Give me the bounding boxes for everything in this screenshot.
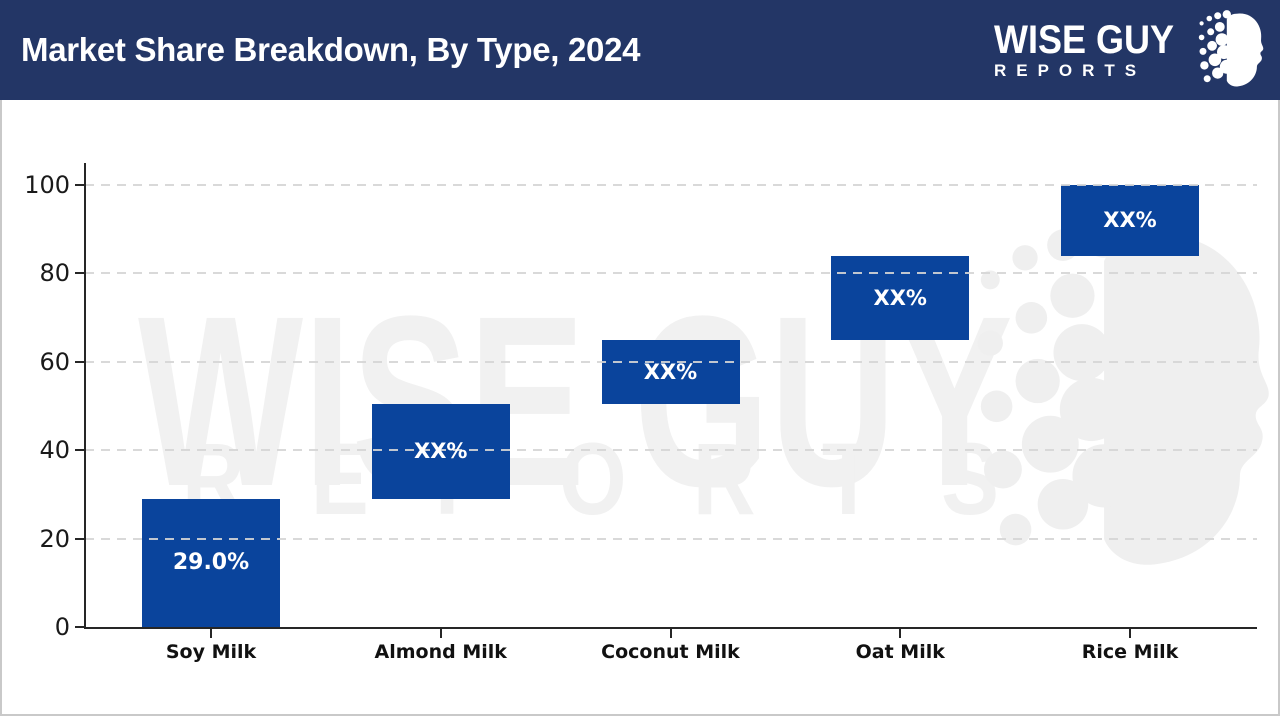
chart-title: Market Share Breakdown, By Type, 2024 — [21, 31, 641, 68]
x-axis-tick-coconut-milk — [669, 629, 672, 638]
x-axis-label-soy-milk: Soy Milk — [165, 641, 257, 663]
frame-line-left — [0, 100, 2, 716]
x-axis-tick-almond-milk — [439, 629, 442, 638]
x-axis-tick-soy-milk — [210, 629, 212, 638]
dotted-face-profile-icon — [1198, 10, 1264, 87]
header-bar: Market Share Breakdown, By Type, 2024 WI… — [0, 0, 1280, 100]
bar-label-almond-milk: XX% — [414, 439, 468, 464]
bar-oat-milk — [831, 255, 970, 340]
logo-text: WISE GUY REPORTS — [993, 17, 1194, 80]
logo-reports-text: REPORTS — [993, 60, 1147, 80]
x-axis-label-almond-milk: Almond Milk — [374, 641, 507, 663]
gridline-20 — [85, 537, 1257, 540]
frame-line-bottom — [0, 714, 1280, 716]
y-axis-tick-label: 0 — [54, 613, 70, 641]
gridline-40 — [85, 449, 1257, 452]
y-axis-tick-40 — [75, 449, 85, 452]
x-axis-tick-oat-milk — [899, 629, 902, 638]
gridline-100 — [85, 183, 1257, 186]
y-axis-tick-label: 60 — [39, 347, 70, 376]
x-axis-tick-rice-milk — [1129, 629, 1131, 638]
bar-label-oat-milk: XX% — [873, 285, 927, 310]
bar-label-coconut-milk: XX% — [643, 359, 698, 384]
x-axis-label-coconut-milk: Coconut Milk — [601, 641, 740, 663]
wise-guy-reports-logo: WISE GUY REPORTS — [994, 8, 1280, 92]
bar-soy-milk — [142, 498, 280, 627]
y-axis-tick-60 — [75, 360, 85, 363]
bar-label-soy-milk: 29.0% — [172, 550, 250, 576]
y-axis-tick-label: 80 — [39, 259, 70, 288]
gridline-80 — [85, 272, 1257, 275]
y-axis-tick-80 — [75, 272, 85, 275]
y-axis-tick-label: 20 — [39, 524, 70, 553]
bar-almond-milk — [371, 403, 510, 499]
y-axis-tick-label: 40 — [39, 436, 70, 465]
logo-wiseguy-text: WISE GUY — [993, 17, 1174, 62]
watermark-reports-text: REPORTS — [182, 422, 1066, 536]
gridline-60 — [85, 360, 1257, 363]
y-axis-tick-0 — [75, 626, 85, 628]
x-axis-label-oat-milk: Oat Milk — [855, 641, 945, 663]
watermark-face-icon — [977, 219, 1269, 565]
frame-line-right — [1278, 100, 1280, 716]
bar-label-rice-milk: XX% — [1103, 208, 1157, 233]
bar-rice-milk — [1061, 184, 1199, 256]
y-axis-tick-100 — [75, 183, 85, 186]
x-axis-spine — [84, 627, 1257, 629]
y-axis-tick-label: 100 — [24, 170, 70, 199]
bar-coconut-milk — [601, 339, 740, 404]
y-axis-spine — [84, 163, 86, 629]
y-axis-tick-20 — [75, 537, 85, 540]
x-axis-label-rice-milk: Rice Milk — [1081, 641, 1179, 663]
chart-area: WISE GUY REPORTS 0 20 40 60 80 100 29.0% Soy Mi… — [0, 100, 1280, 720]
